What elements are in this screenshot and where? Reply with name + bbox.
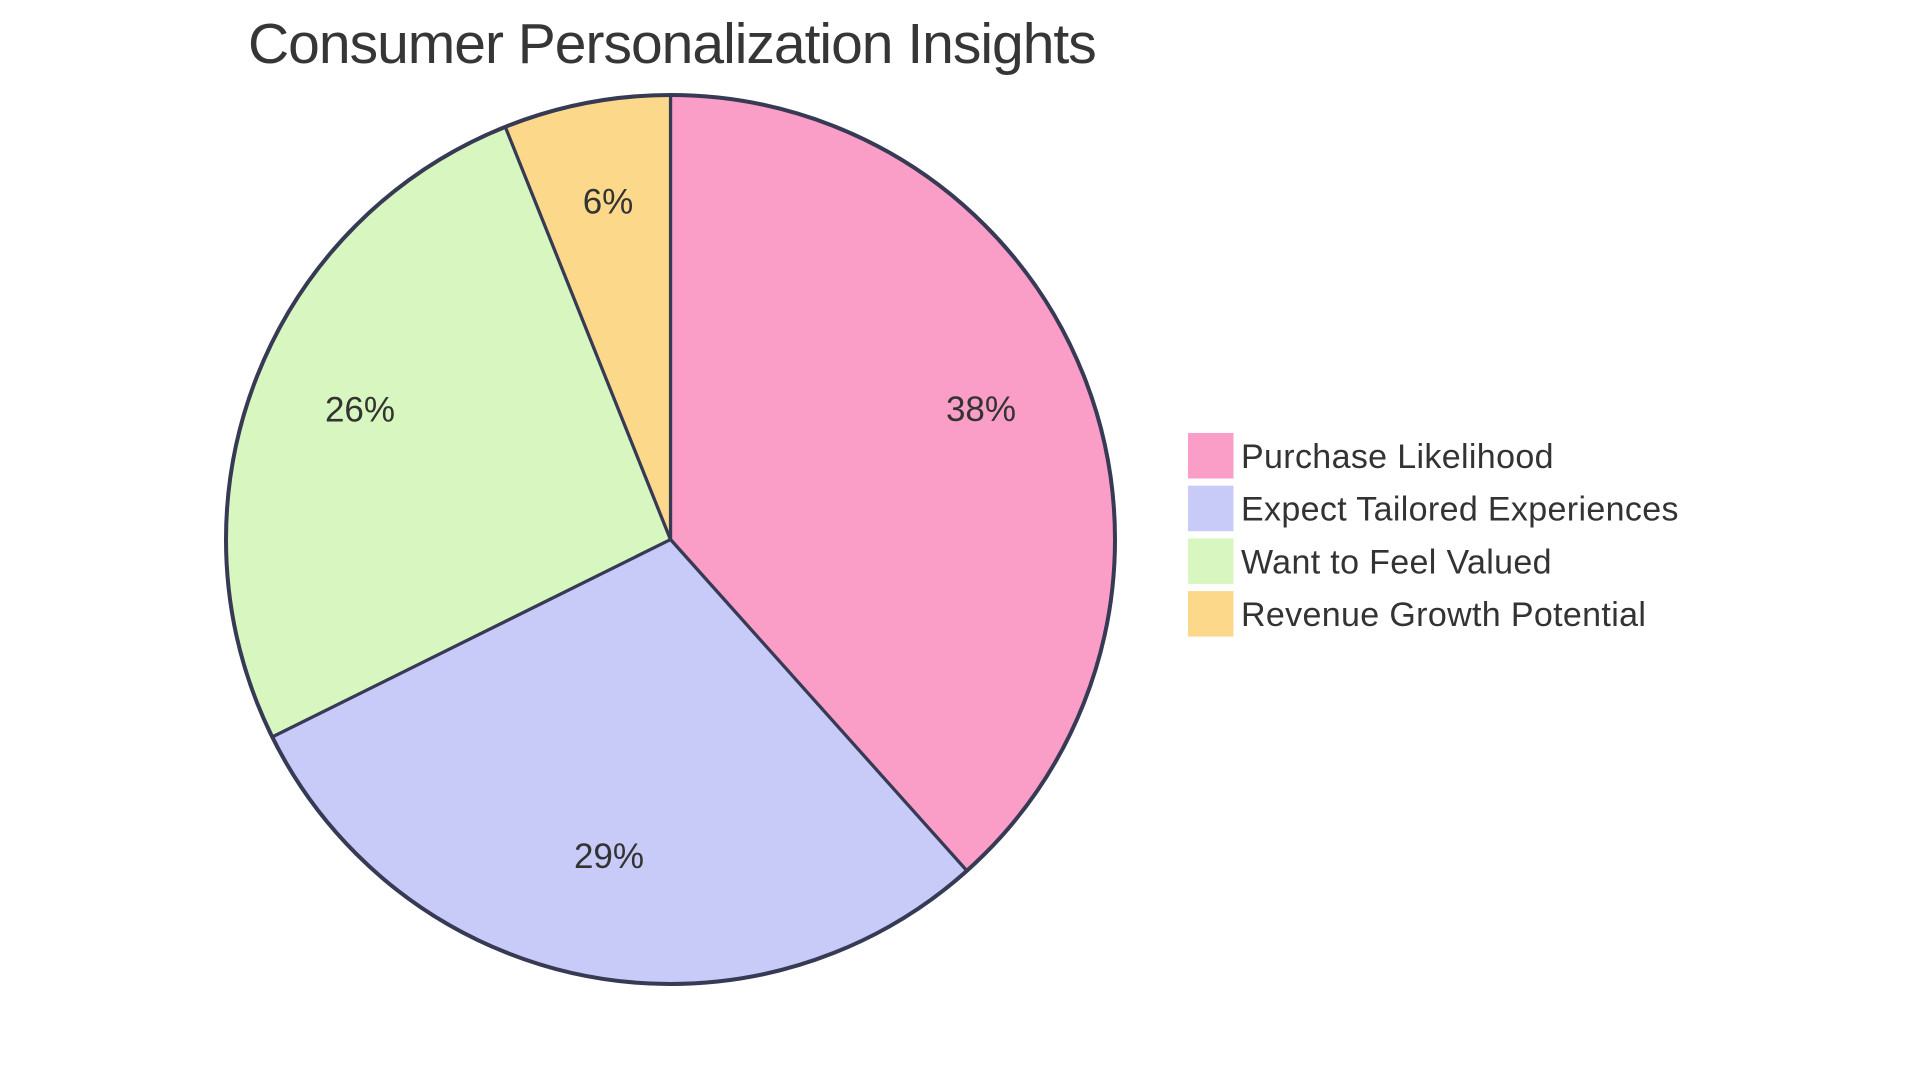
svg-text:29%: 29% [574, 837, 644, 876]
svg-text:Want to Feel Valued: Want to Feel Valued [1241, 543, 1552, 581]
svg-text:26%: 26% [325, 391, 395, 430]
svg-text:6%: 6% [583, 183, 634, 222]
svg-text:Consumer Personalization Insig: Consumer Personalization Insights [248, 12, 1096, 76]
svg-text:Purchase Likelihood: Purchase Likelihood [1241, 438, 1554, 476]
svg-text:Revenue Growth Potential: Revenue Growth Potential [1241, 596, 1646, 634]
svg-text:38%: 38% [946, 390, 1016, 429]
svg-text:Expect Tailored Experiences: Expect Tailored Experiences [1241, 491, 1679, 529]
